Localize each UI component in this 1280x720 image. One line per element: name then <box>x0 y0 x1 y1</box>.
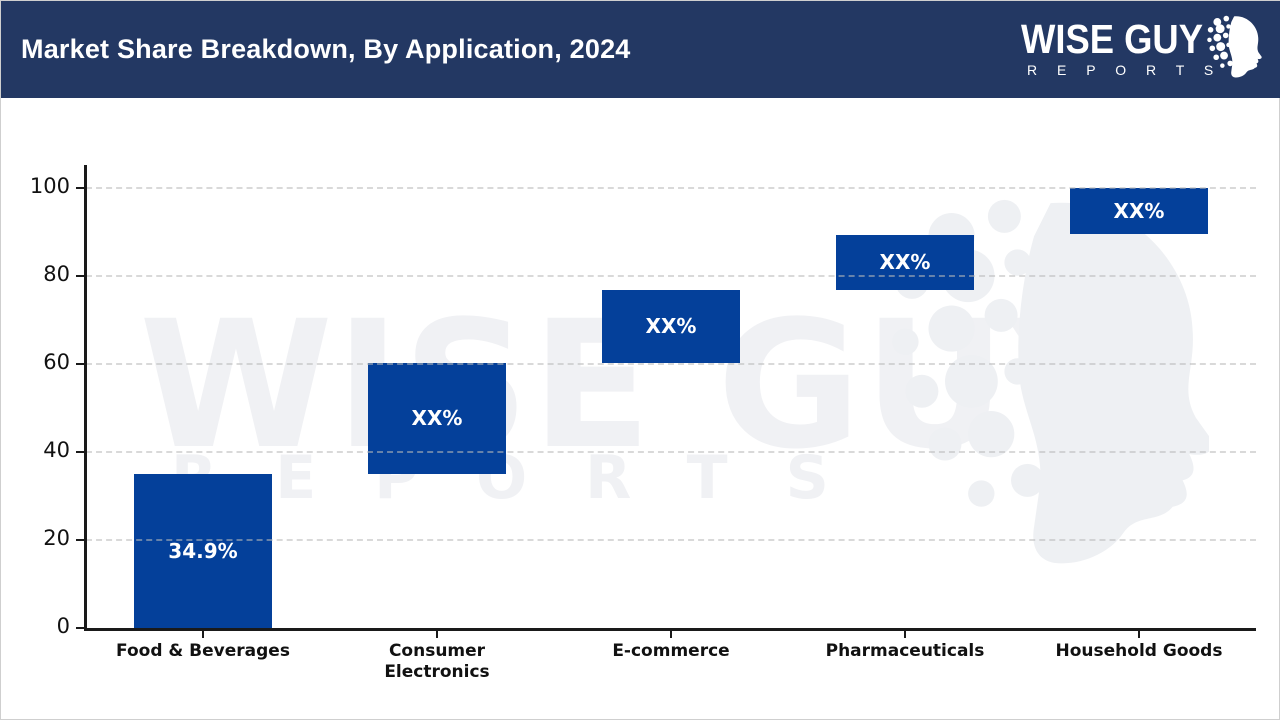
bar-value-label: XX% <box>645 314 697 339</box>
x-tick-mark <box>904 630 906 638</box>
chart-title: Market Share Breakdown, By Application, … <box>21 34 631 64</box>
bar-value-label: XX% <box>879 250 931 275</box>
gridline-20 <box>86 539 1256 541</box>
y-tick-label: 0 <box>56 614 70 638</box>
bar-value-label: 34.9% <box>168 539 238 564</box>
x-category-label: Consumer Electronics <box>384 641 490 683</box>
y-tick-label: 80 <box>43 262 70 286</box>
y-tick-label: 40 <box>43 438 70 462</box>
y-tick-label: 20 <box>43 526 70 550</box>
wise-guy-reports-logo: WISE GUY R E P O R T S <box>1021 15 1262 78</box>
logo-subtext: R E P O R T S <box>1027 62 1221 78</box>
x-axis-line <box>84 628 1256 631</box>
bar-household-goods <box>1070 188 1208 234</box>
bar-e-commerce <box>602 289 740 364</box>
y-axis-line <box>84 165 87 630</box>
x-category-label: Household Goods <box>1055 641 1223 661</box>
y-tick-mark <box>76 451 84 453</box>
x-category-label: Pharmaceuticals <box>825 641 985 661</box>
bar-value-label: XX% <box>411 406 463 431</box>
y-tick-mark <box>76 627 84 629</box>
bar-consumer-electronics <box>368 363 506 474</box>
bar-food-beverages <box>134 474 272 628</box>
header-band: Market Share Breakdown, By Application, … <box>1 1 1280 98</box>
y-tick-mark <box>76 275 84 277</box>
watermark-subtext: REPORTS <box>171 443 887 513</box>
y-tick-label: 60 <box>43 350 70 374</box>
y-tick-mark <box>76 363 84 365</box>
bar-pharmaceuticals <box>836 235 974 290</box>
logo-head-icon <box>1207 15 1262 78</box>
gridline-60 <box>86 363 1256 365</box>
watermark-head-icon <box>892 199 1209 564</box>
y-tick-label: 100 <box>29 174 70 198</box>
gridline-80 <box>86 275 1256 277</box>
gridline-40 <box>86 451 1256 453</box>
y-tick-mark <box>76 539 84 541</box>
gridline-100 <box>86 187 1256 189</box>
logo-wordmark: WISE GUY <box>1021 16 1203 62</box>
x-tick-mark <box>202 630 204 638</box>
x-tick-mark <box>436 630 438 638</box>
x-category-label: Food & Beverages <box>116 641 290 661</box>
bar-value-label: XX% <box>1113 198 1165 223</box>
x-tick-mark <box>670 630 672 638</box>
y-tick-mark <box>76 187 84 189</box>
x-tick-mark <box>1138 630 1140 638</box>
x-category-label: E-commerce <box>612 641 730 661</box>
